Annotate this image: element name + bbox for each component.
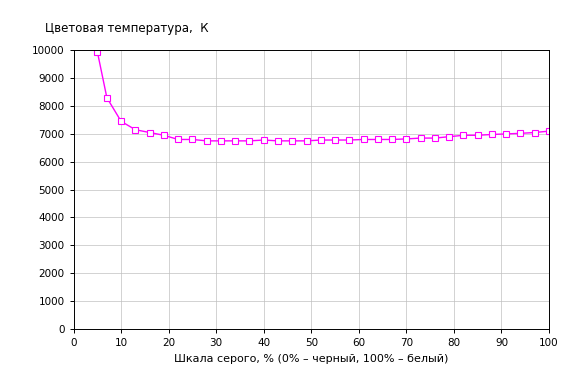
Text: Цветовая температура,  К: Цветовая температура, К (45, 22, 209, 35)
X-axis label: Шкала серого, % (0% – черный, 100% – белый): Шкала серого, % (0% – черный, 100% – бел… (174, 354, 448, 363)
